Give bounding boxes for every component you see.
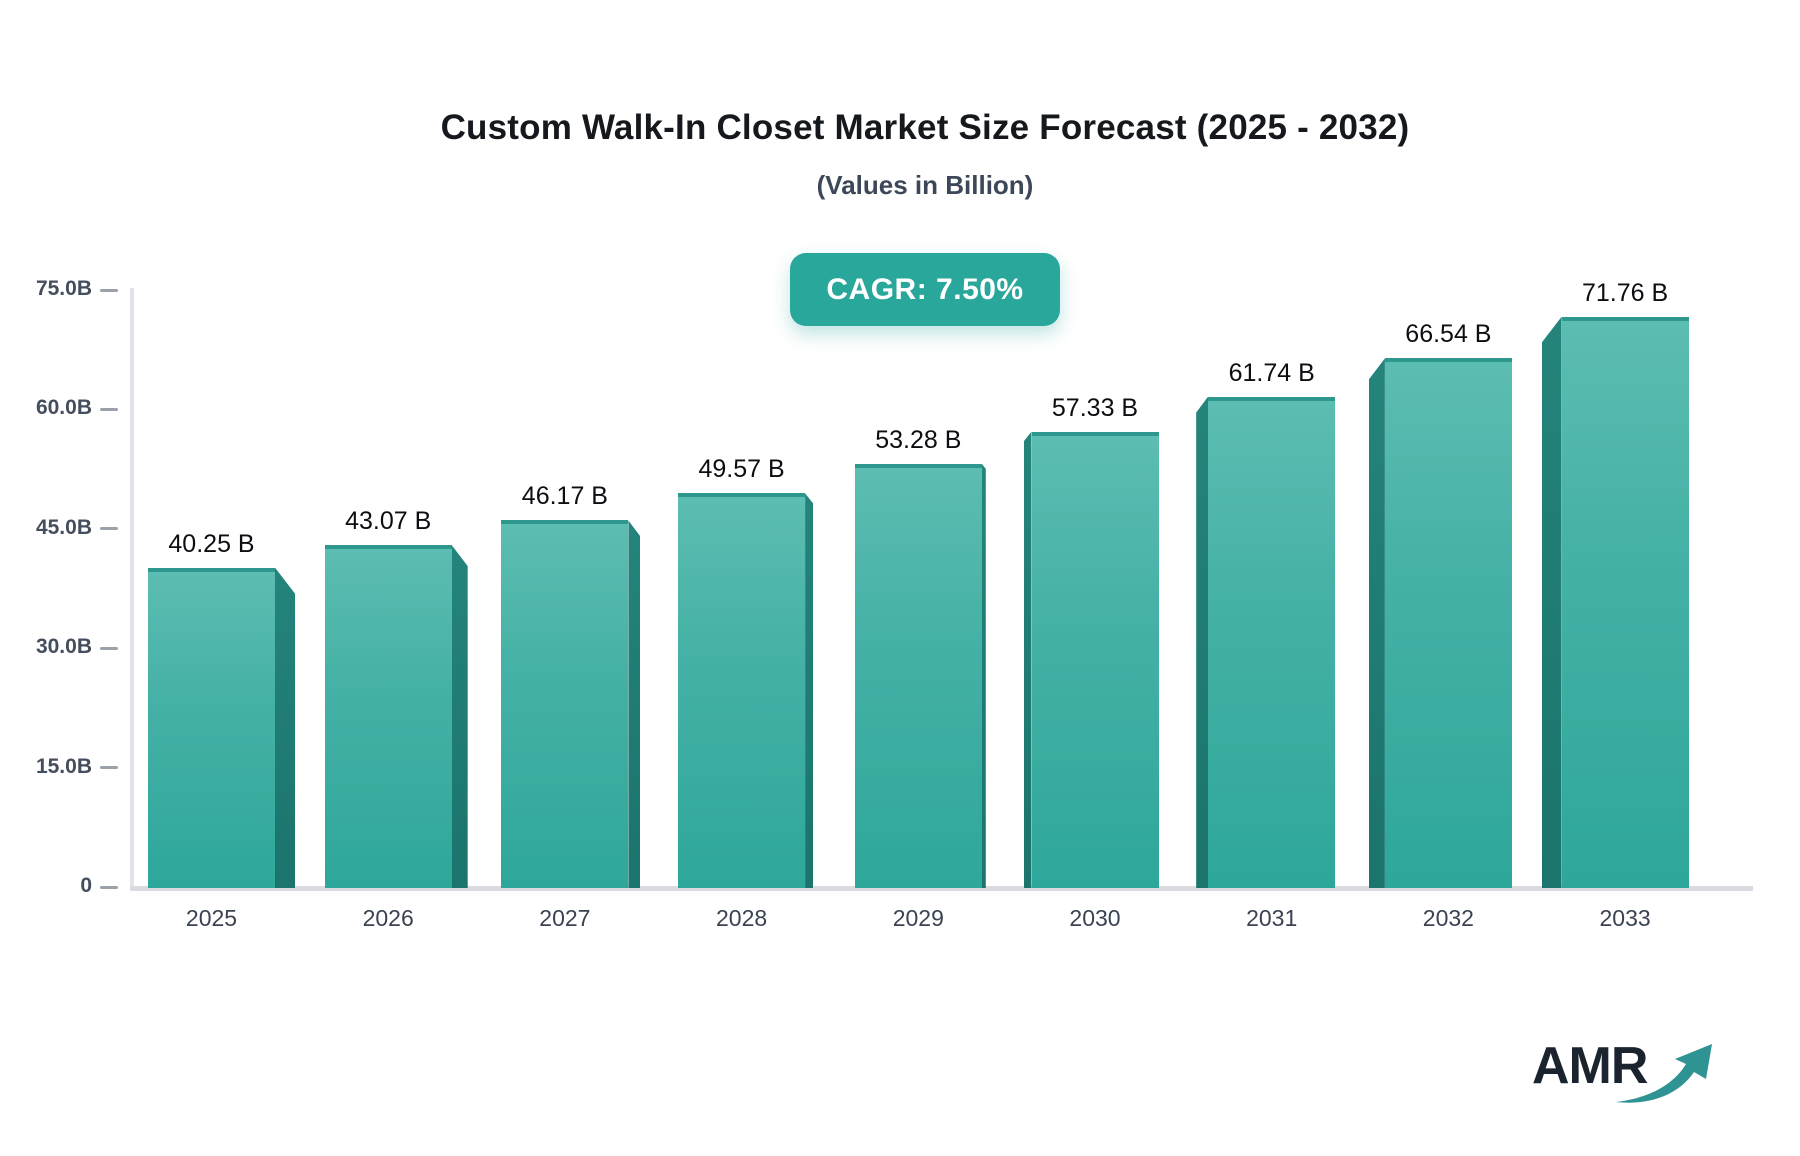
bar-side-face [628, 520, 641, 888]
x-axis-label-2028: 2028 [716, 905, 768, 931]
bar-value-label: 66.54 B [1405, 320, 1492, 349]
bar-front-face [1031, 431, 1159, 888]
bar-front-face [324, 545, 452, 888]
x-axis-label-2029: 2029 [892, 905, 944, 931]
x-axis-label-2030: 2030 [1069, 905, 1121, 931]
y-tick-label: 60.0B [35, 396, 92, 420]
bar-2026 [324, 545, 468, 888]
bar-side-face [1196, 396, 1209, 888]
y-tick [100, 766, 118, 770]
bar-2029 [854, 463, 986, 888]
y-tick [100, 646, 118, 650]
bar-2031 [1196, 396, 1336, 888]
x-axis-line [130, 886, 1753, 891]
y-tick [100, 885, 118, 889]
bar-2032 [1368, 358, 1512, 888]
y-axis-line [130, 288, 134, 891]
bar-2028 [678, 493, 814, 888]
y-tick [100, 527, 118, 531]
bar-2033 [1541, 316, 1689, 888]
bar-value-label: 49.57 B [698, 455, 785, 484]
y-tick-label: 30.0B [35, 635, 92, 659]
bar-value-label: 53.28 B [875, 425, 962, 454]
bar-front-face [678, 493, 806, 888]
x-axis-label-2031: 2031 [1246, 905, 1298, 931]
bar-value-label: 43.07 B [345, 507, 432, 536]
chart-title: Custom Walk-In Closet Market Size Foreca… [440, 108, 1410, 147]
bar-side-face [451, 545, 468, 888]
bar-side-face [1368, 358, 1385, 888]
x-axis-label-2026: 2026 [362, 905, 414, 931]
bar-front-face [854, 463, 982, 888]
bar-2027 [501, 520, 641, 888]
cagr-badge-label: CAGR: 7.50% [826, 272, 1024, 306]
bar-front-face [1384, 358, 1512, 888]
x-axis-label-2025: 2025 [185, 905, 238, 931]
bar-side-face [805, 493, 814, 888]
y-tick-label: 15.0B [35, 754, 92, 778]
y-tick [100, 407, 118, 411]
bar-side-face [1023, 431, 1032, 888]
bar-front-face [501, 520, 629, 888]
bar-value-label: 57.33 B [1051, 393, 1139, 422]
y-tick-label: 45.0B [35, 515, 92, 539]
bar-side-face [275, 567, 295, 888]
bar-value-label: 40.25 B [168, 529, 255, 558]
x-axis-label-2027: 2027 [539, 905, 591, 931]
cagr-badge: CAGR: 7.50% [790, 253, 1060, 326]
bar-side-face [981, 463, 986, 888]
bar-value-label: 71.76 B [1582, 278, 1669, 307]
bar-value-label: 61.74 B [1228, 358, 1315, 387]
bar-front-face [148, 567, 275, 888]
y-tick-label: 75.0B [35, 277, 92, 300]
bar-front-face [1208, 396, 1336, 888]
bar-2025 [148, 567, 295, 888]
bar-front-face [1561, 316, 1689, 888]
amr-logo-text: AMR [1532, 1037, 1648, 1095]
bar-value-label: 46.17 B [521, 482, 608, 511]
chart-subtitle: (Values in Billion) [816, 170, 1034, 200]
bar-side-face [1541, 316, 1562, 888]
bar-2030 [1023, 431, 1159, 888]
x-axis-label-2032: 2032 [1422, 905, 1474, 931]
amr-logo: AMR [1532, 1030, 1732, 1110]
x-axis-label-2033: 2033 [1599, 905, 1651, 931]
growth-arrow-icon [1616, 1044, 1712, 1103]
y-tick-label: 0 [80, 874, 92, 897]
y-tick [100, 288, 118, 292]
